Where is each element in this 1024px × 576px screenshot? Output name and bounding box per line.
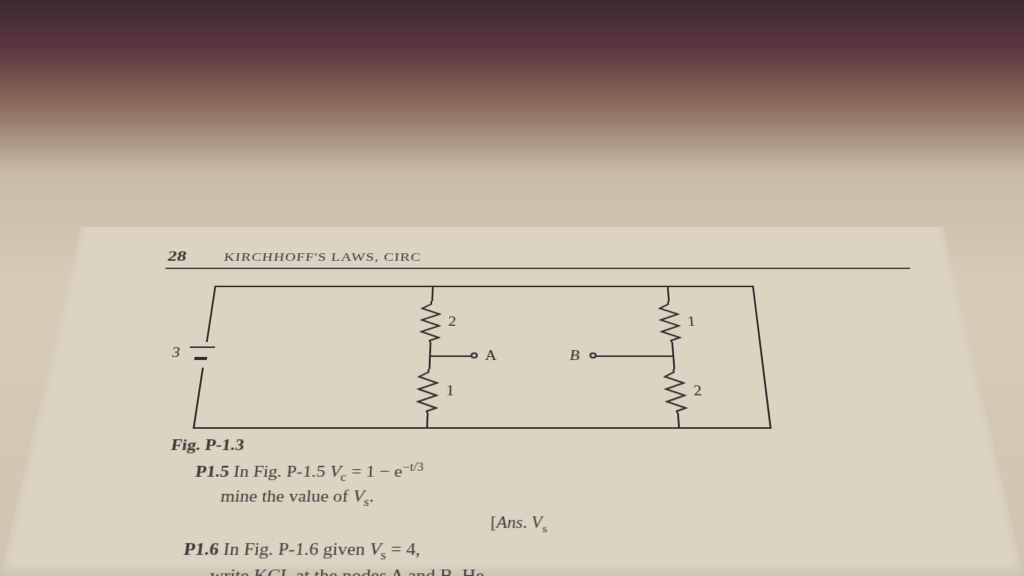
p16-text-2: write KCL at the nodes A and B. He: [209, 567, 485, 576]
node-a-label: A: [485, 348, 497, 364]
node-b: [589, 352, 596, 358]
battery-label: 3: [171, 345, 182, 361]
wire-r-bottom: [677, 413, 680, 429]
page-header: 28 KIRCHHOFF'S LAWS, CIRC: [165, 247, 910, 269]
p15-exp: −t/3: [402, 461, 424, 474]
wire-left-lower: [193, 368, 204, 429]
wire-left-upper: [206, 286, 216, 342]
wire-r-top: [667, 286, 670, 302]
resistor-bot-mid-label: 1: [446, 383, 455, 399]
p16-text-1: In Fig. P-1.6 given: [222, 541, 370, 560]
wire-stub-b: [597, 355, 673, 357]
wire-r-center-lower: [672, 355, 675, 369]
resistor-top-right: [658, 301, 683, 342]
p15-period: .: [369, 487, 375, 505]
p16-number: P1.6: [182, 541, 220, 560]
book-page: 28 KIRCHHOFF'S LAWS, CIRC 3 2 A 1: [0, 227, 1024, 576]
wire-bottom: [193, 427, 772, 429]
page-number: 28: [166, 247, 188, 265]
resistor-top-mid: [419, 301, 442, 342]
answer-p15: [Ans. Vs: [490, 514, 965, 536]
problem-p16: P1.6 In Fig. P-1.6 given Vs = 4, write K…: [174, 539, 982, 576]
p15-number: P1.5: [194, 464, 230, 482]
resistor-bot-mid: [416, 369, 440, 413]
resistor-top-mid-label: 2: [448, 314, 456, 329]
resistor-bot-right-label: 2: [693, 383, 703, 399]
wire-right: [752, 286, 772, 429]
p15-eq: = 1 − e: [346, 464, 403, 482]
p15-text-1: In Fig. P-1.5: [233, 464, 331, 482]
running-head: KIRCHHOFF'S LAWS, CIRC: [223, 251, 421, 264]
wire-mid-center-lower: [429, 355, 431, 369]
wire-stub-a: [429, 355, 471, 357]
node-b-label: B: [569, 348, 579, 364]
circuit-diagram: 3 2 A 1 1 B 2: [193, 286, 772, 429]
ans-word: Ans: [496, 514, 522, 532]
p15-text-2: mine the value of: [220, 487, 354, 505]
ans-post: .: [523, 514, 532, 532]
ans-vs: V: [531, 514, 542, 532]
p16-eqv: = 4,: [386, 541, 421, 560]
problem-p15: P1.5 In Fig. P-1.5 Vc = 1 − e−t/3 mine t…: [190, 460, 961, 510]
ans-vs-sub: s: [542, 521, 547, 534]
resistor-top-right-label: 1: [687, 314, 696, 329]
node-a: [470, 352, 477, 358]
figure-label: Fig. P-1.3: [170, 437, 949, 455]
wire-mid-top: [431, 286, 433, 302]
wire-top: [214, 286, 754, 287]
resistor-bot-right: [663, 369, 688, 413]
header-rule: [165, 268, 910, 269]
